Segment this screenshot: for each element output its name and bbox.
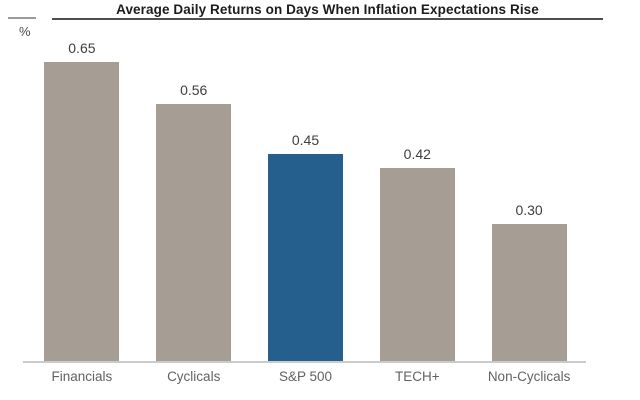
- bar-slot-financials: 0.65: [26, 40, 138, 362]
- plot-area: 0.65 0.56 0.45 0.42 0.30: [26, 0, 585, 362]
- x-axis-line: [23, 361, 586, 363]
- bar-s-p-500: [267, 154, 343, 362]
- bar-slot-tech: 0.42: [361, 146, 473, 362]
- y-axis-unit-label: %: [19, 24, 31, 39]
- category-label-cyclicals: Cyclicals: [167, 369, 221, 384]
- bar-value-label: 0.42: [403, 146, 431, 162]
- bar-cyclicals: [156, 104, 232, 362]
- title-underline: [52, 18, 603, 20]
- category-label-financials: Financials: [51, 369, 113, 384]
- category-labels-row: Financials Cyclicals S&P 500 TECH+ Non-Cycli…: [26, 369, 585, 384]
- y-axis-tick-line: [8, 17, 36, 19]
- bar-slot-cyclicals: 0.56: [138, 82, 250, 362]
- bar-non-cyclicals: [491, 224, 567, 362]
- bar-value-label: 0.56: [180, 82, 208, 98]
- bar-tech: [379, 168, 455, 362]
- bar-financials: [44, 62, 120, 362]
- bar-slot-non-cyclicals: 0.30: [473, 202, 585, 362]
- bar-value-label: 0.30: [515, 202, 543, 218]
- category-label-non-cyclicals: Non-Cyclicals: [487, 369, 571, 384]
- category-label-s-p-500: S&P 500: [278, 369, 333, 384]
- bar-slot-s-p-500: 0.45: [250, 132, 362, 362]
- category-label-tech: TECH+: [394, 369, 440, 384]
- bar-value-label: 0.45: [291, 132, 320, 148]
- chart-title: Average Daily Returns on Days When Infla…: [116, 2, 539, 17]
- bar-value-label: 0.65: [68, 40, 96, 56]
